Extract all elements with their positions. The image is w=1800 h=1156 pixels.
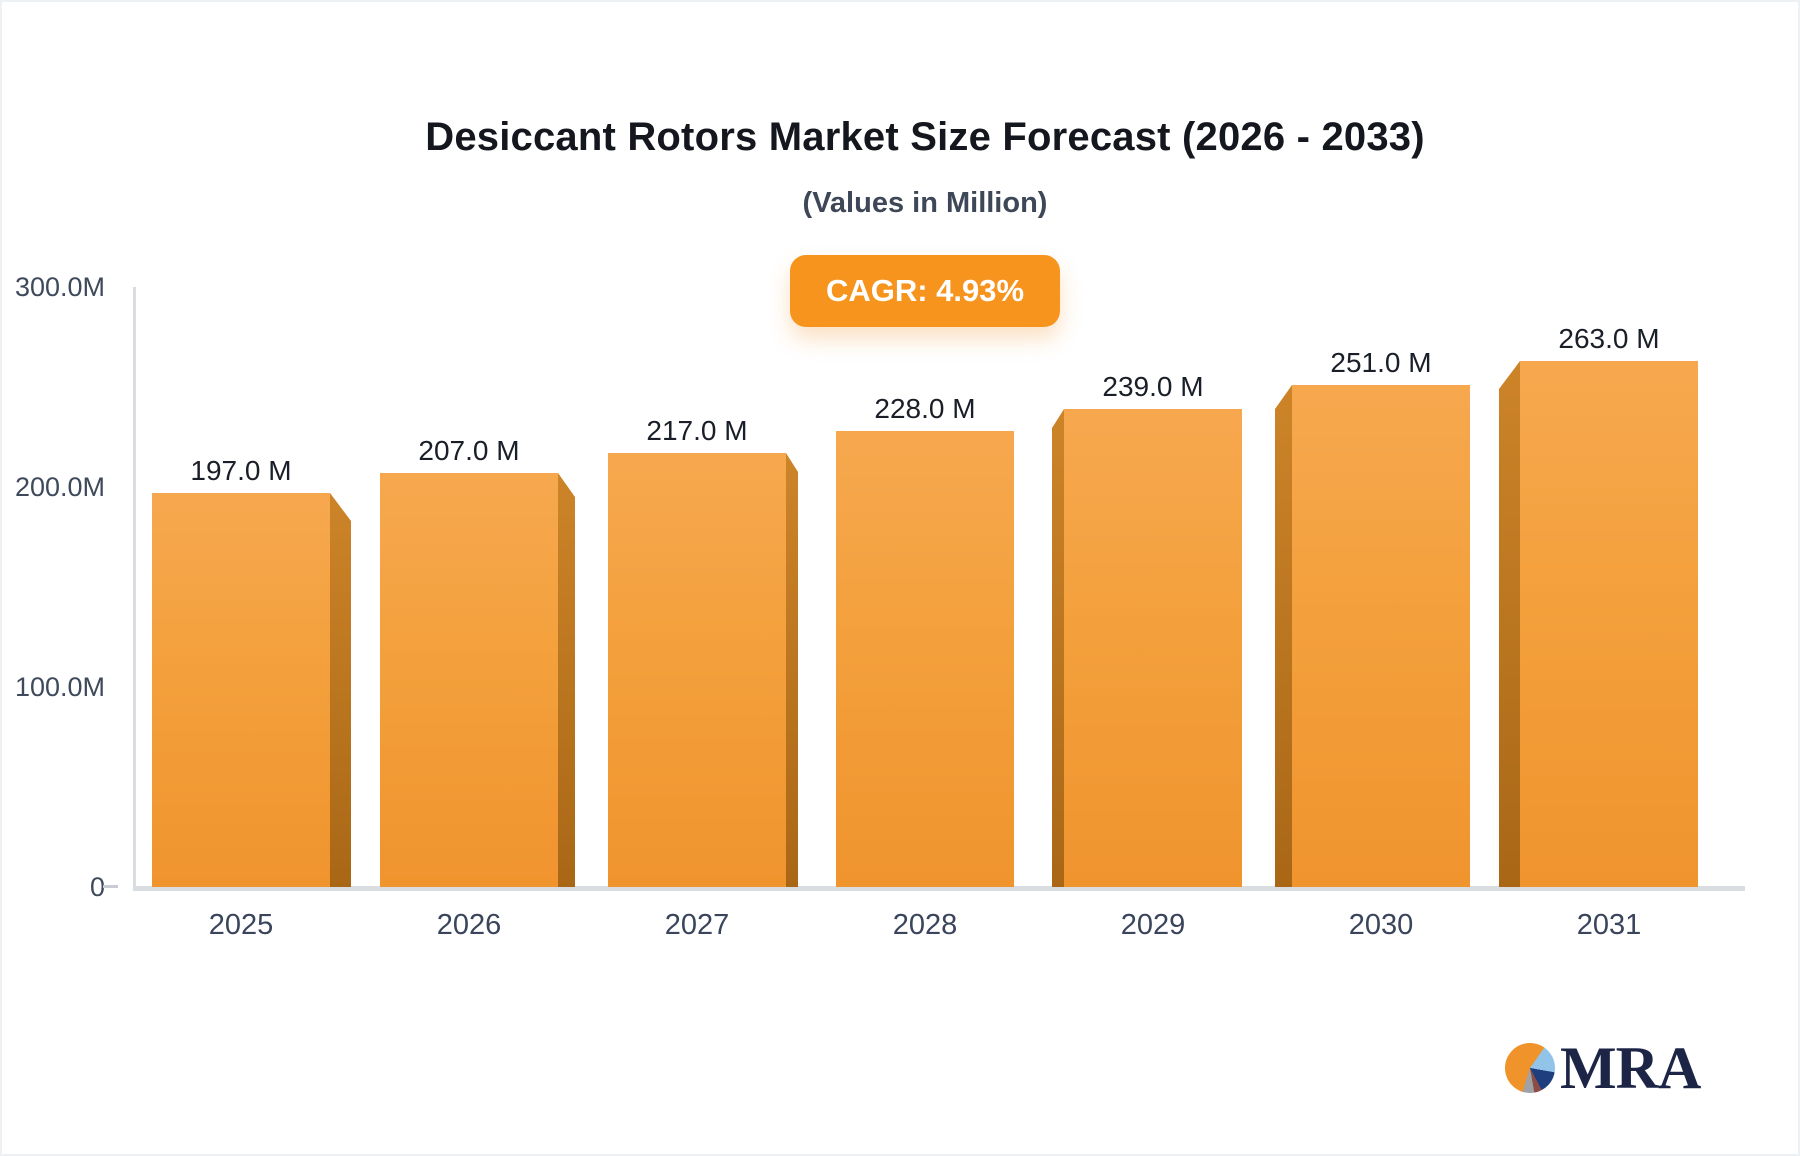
- chart-header: Desiccant Rotors Market Size Forecast (2…: [52, 2, 1798, 327]
- bar-side-face-2025: [330, 493, 351, 887]
- bar-side-face-2030: [1275, 385, 1292, 887]
- y-axis-tick-label: 100.0M: [14, 672, 105, 702]
- y-axis-tick-label: 0: [89, 872, 105, 902]
- bar-side-face-2029: [1052, 409, 1064, 887]
- logo-text: MRA: [1560, 1035, 1701, 1101]
- y-axis-tick-label: 300.0M: [14, 272, 105, 302]
- bar-value-label: 251.0 M: [1330, 347, 1432, 378]
- bar-side-face-2026: [558, 473, 575, 887]
- x-axis-label: 2031: [1576, 909, 1642, 941]
- x-axis-label: 2030: [1348, 909, 1414, 941]
- cagr-badge: CAGR: 4.93%: [789, 255, 1061, 327]
- logo: MRA: [1505, 1035, 1701, 1101]
- cagr-badge-row: CAGR: 4.93%: [52, 255, 1798, 327]
- bar-value-label: 239.0 M: [1102, 371, 1204, 402]
- chart-title: Desiccant Rotors Market Size Forecast (2…: [425, 115, 1425, 159]
- bar-2027: [608, 453, 786, 887]
- bar-side-face-2031: [1499, 361, 1520, 887]
- bar-value-label: 197.0 M: [190, 455, 292, 486]
- bar-2030: [1292, 385, 1470, 887]
- x-axis-line: [133, 886, 1745, 891]
- bar-2028: [836, 431, 1014, 887]
- x-axis-label: 2029: [1120, 909, 1186, 941]
- x-axis-label: 2027: [664, 909, 730, 941]
- bar-value-label: 207.0 M: [418, 435, 520, 466]
- bar-value-label: 217.0 M: [646, 415, 748, 446]
- x-axis-label: 2026: [436, 909, 502, 941]
- x-axis-label: 2028: [892, 909, 958, 941]
- y-axis-tick-label: 200.0M: [14, 472, 105, 502]
- y-axis-tick-dash: [103, 885, 118, 888]
- bar-2029: [1064, 409, 1242, 887]
- bar-2031: [1520, 361, 1698, 887]
- bar-value-label: 263.0 M: [1558, 323, 1660, 354]
- bar-value-label: 228.0 M: [874, 393, 976, 424]
- bar-2025: [152, 493, 330, 887]
- x-axis-label: 2025: [208, 909, 274, 941]
- chart-subtitle: (Values in Million): [802, 187, 1048, 219]
- bar-side-face-2027: [786, 453, 798, 887]
- logo-pie-icon: [1505, 1043, 1555, 1093]
- bar-2026: [380, 473, 558, 887]
- y-axis-line: [133, 287, 136, 887]
